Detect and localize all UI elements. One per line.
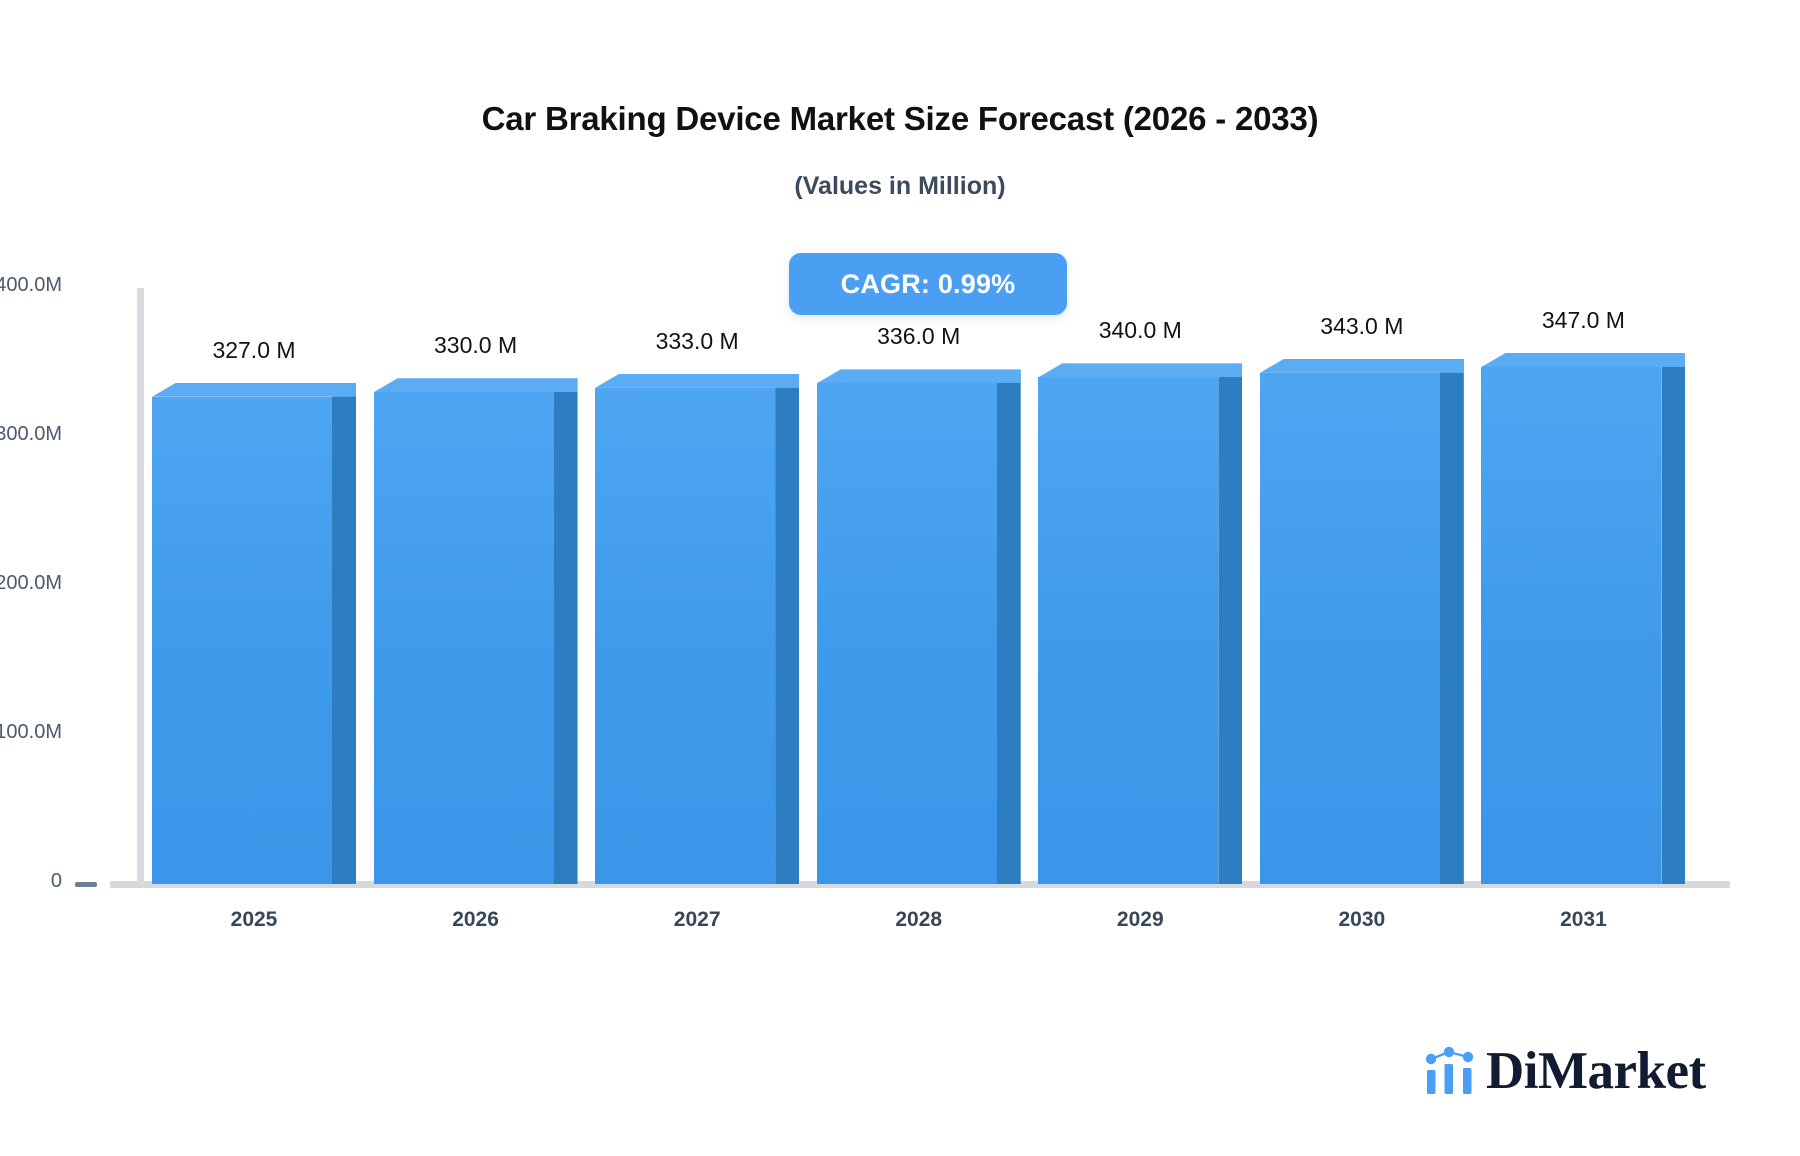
bar-side-face	[1218, 363, 1243, 884]
bar-top-face	[1038, 363, 1243, 378]
bar-top-face	[816, 369, 1021, 384]
bar-top-face	[373, 378, 578, 393]
bar-top-face	[595, 373, 800, 388]
bar-side-face	[553, 378, 578, 884]
bar-front-face	[595, 387, 776, 884]
bar-value-label: 340.0 M	[1098, 317, 1182, 344]
x-axis-tick-label: 2025	[230, 908, 278, 931]
bar-value-label: 343.0 M	[1320, 312, 1404, 339]
x-axis-tick-label: 2028	[895, 908, 943, 931]
bar-chart-icon	[1424, 1046, 1476, 1096]
bar[interactable]	[816, 369, 1021, 884]
x-axis-tick-label: 2027	[673, 908, 721, 931]
bar-value-label: 336.0 M	[877, 323, 961, 350]
bar-top-face	[1259, 358, 1464, 373]
bar-value-label: 333.0 M	[655, 327, 739, 354]
y-axis-tick-label: 300.0M	[0, 423, 62, 445]
bar[interactable]	[595, 373, 800, 884]
bar-value-label: 327.0 M	[212, 336, 296, 363]
x-axis-line	[110, 881, 1730, 888]
bar[interactable]	[1038, 363, 1243, 884]
bar-front-face	[1038, 377, 1219, 884]
x-axis-tick-label: 2031	[1560, 908, 1607, 931]
x-axis-tick-label: 2029	[1116, 908, 1164, 931]
chart-subtitle: (Values in Million)	[794, 172, 1006, 200]
bar-front-face	[1481, 366, 1662, 884]
x-axis-tick-label: 2026	[452, 908, 499, 931]
bar-side-face	[1661, 352, 1686, 884]
bar[interactable]	[1481, 352, 1686, 884]
bar-front-face	[1259, 372, 1440, 884]
bar-front-face	[373, 392, 554, 884]
bar-top-face	[152, 382, 356, 397]
y-axis-tick-label: 100.0M	[0, 721, 62, 743]
bar-side-face	[1439, 358, 1464, 884]
bar-front-face	[816, 383, 997, 884]
y-axis-tick-label: 400.0M	[0, 274, 62, 296]
bar[interactable]	[152, 382, 356, 884]
cagr-badge-label: CAGR: 0.99%	[840, 268, 1016, 299]
bar-value-label: 330.0 M	[434, 332, 518, 359]
bar-front-face	[152, 396, 332, 884]
y-axis-tick-label: 200.0M	[0, 572, 62, 594]
bar[interactable]	[1259, 358, 1464, 884]
y-axis-line	[137, 288, 144, 887]
bar-side-face	[996, 369, 1021, 884]
bar-value-label: 347.0 M	[1541, 306, 1625, 333]
y-axis-tick-label: 0	[50, 870, 62, 892]
x-axis-tick-label: 2030	[1338, 908, 1386, 931]
bar[interactable]	[373, 378, 578, 884]
brand-name: DiMarket	[1486, 1042, 1706, 1100]
bar-top-face	[1481, 352, 1686, 367]
page-title: Car Braking Device Market Size Forecast …	[481, 100, 1319, 137]
bar-side-face	[332, 382, 356, 884]
brand-logo: DiMarket	[1424, 1042, 1706, 1100]
cagr-badge: CAGR: 0.99%	[789, 253, 1067, 315]
bar-side-face	[775, 373, 800, 884]
y-axis-tick-mark	[75, 882, 97, 887]
